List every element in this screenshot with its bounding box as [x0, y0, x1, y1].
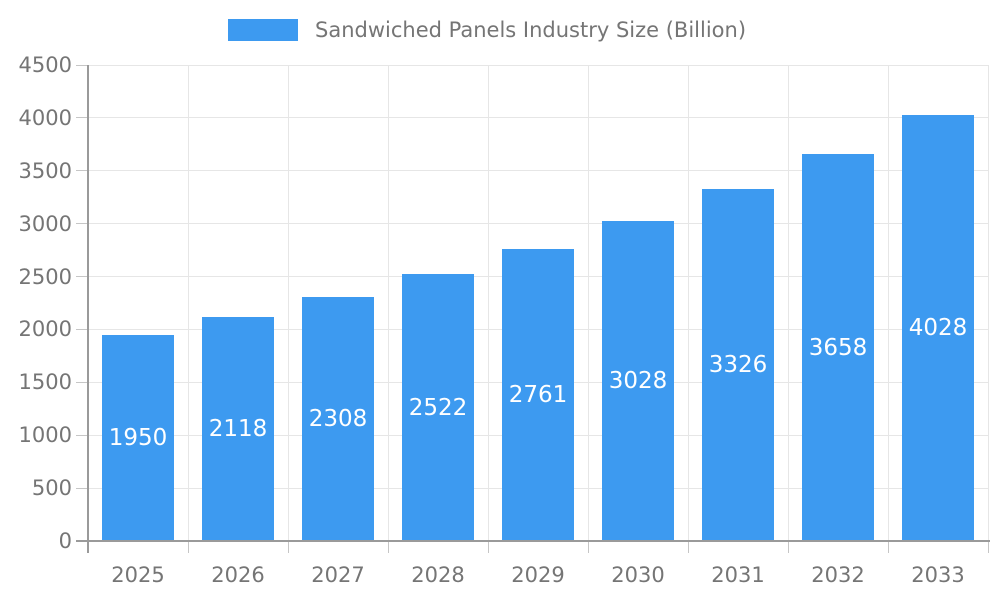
bar-value-label: 3326 — [708, 352, 768, 379]
gridline-vertical — [787, 65, 789, 541]
legend-label: Sandwiched Panels Industry Size (Billion… — [315, 18, 747, 42]
y-axis-tick-label: 3500 — [18, 158, 72, 183]
bar-2033 — [902, 114, 974, 541]
x-axis-tick-label: 2029 — [511, 563, 565, 587]
x-axis-tick — [687, 541, 689, 553]
bar-value-label: 2308 — [308, 405, 368, 432]
y-axis-tick-label: 3000 — [18, 211, 72, 236]
legend: Sandwiched Panels Industry Size (Billion… — [228, 18, 747, 42]
bar-value-label: 2522 — [408, 394, 468, 421]
x-axis-tick — [287, 541, 289, 553]
gridline-horizontal — [88, 223, 988, 225]
gridline-vertical — [487, 65, 489, 541]
y-axis-tick — [76, 381, 88, 383]
y-axis-tick-label: 4500 — [18, 53, 72, 77]
x-axis-tick-label: 2028 — [411, 563, 465, 587]
bar-value-label: 1950 — [108, 424, 168, 451]
y-axis-tick — [76, 434, 88, 436]
bar-value-label: 3028 — [608, 367, 668, 394]
x-axis-tick-label: 2027 — [311, 563, 365, 587]
y-axis-tick — [76, 64, 88, 66]
y-axis-tick — [76, 223, 88, 225]
legend-swatch — [228, 19, 298, 41]
y-axis-line — [87, 65, 89, 553]
bar-value-label: 4028 — [908, 314, 968, 341]
gridline-vertical — [287, 65, 289, 541]
y-axis-tick — [76, 487, 88, 489]
x-axis-tick-label: 2030 — [611, 563, 665, 587]
y-axis-tick — [76, 328, 88, 330]
gridline-vertical — [687, 65, 689, 541]
y-axis-tick-label: 2500 — [18, 264, 72, 289]
y-axis-tick — [76, 276, 88, 278]
gridline-horizontal — [88, 170, 988, 172]
gridline-vertical — [587, 65, 589, 541]
bar-value-label: 3658 — [808, 334, 868, 361]
bar-2031 — [702, 189, 774, 541]
y-axis-tick — [76, 170, 88, 172]
x-axis-tick — [587, 541, 589, 553]
bar-2030 — [602, 220, 674, 541]
gridline-vertical — [187, 65, 189, 541]
x-axis-tick-label: 2031 — [711, 563, 765, 587]
y-axis-tick — [76, 117, 88, 119]
x-axis-tick-label: 2025 — [111, 563, 165, 587]
x-axis-tick — [787, 541, 789, 553]
bar-2025 — [102, 334, 174, 541]
gridline-horizontal — [88, 64, 988, 66]
gridline-vertical — [987, 65, 989, 541]
x-axis-tick-label: 2032 — [811, 563, 865, 587]
plot-area: 0 500 1000 1500 2000 2500 3000 3500 4000 4500 1950… — [19, 53, 990, 587]
x-axis-line — [76, 540, 990, 542]
x-axis-tick-label: 2026 — [211, 563, 265, 587]
x-axis-tick — [887, 541, 889, 553]
bar-2028 — [402, 274, 474, 541]
x-axis-tick — [987, 541, 989, 553]
bar-value-label: 2118 — [208, 415, 268, 442]
y-axis-tick-label: 1500 — [18, 370, 72, 395]
x-axis-tick — [487, 541, 489, 553]
y-axis-tick-label: 0 — [58, 529, 72, 553]
y-axis-tick-label: 4000 — [18, 105, 72, 130]
x-axis-tick — [387, 541, 389, 553]
bar-value-label: 2761 — [508, 381, 568, 408]
gridline-vertical — [887, 65, 889, 541]
y-axis-tick-label: 500 — [31, 476, 72, 501]
bar-2032 — [802, 154, 874, 541]
x-axis-tick — [187, 541, 189, 553]
gridline-horizontal — [88, 117, 988, 119]
bar-2027 — [302, 296, 374, 541]
bar-2029 — [502, 248, 574, 541]
gridline-vertical — [387, 65, 389, 541]
x-axis-tick-label: 2033 — [911, 563, 965, 587]
y-axis-tick-label: 2000 — [18, 317, 72, 342]
bar-2026 — [202, 316, 274, 541]
y-axis-tick-label: 1000 — [18, 423, 72, 448]
